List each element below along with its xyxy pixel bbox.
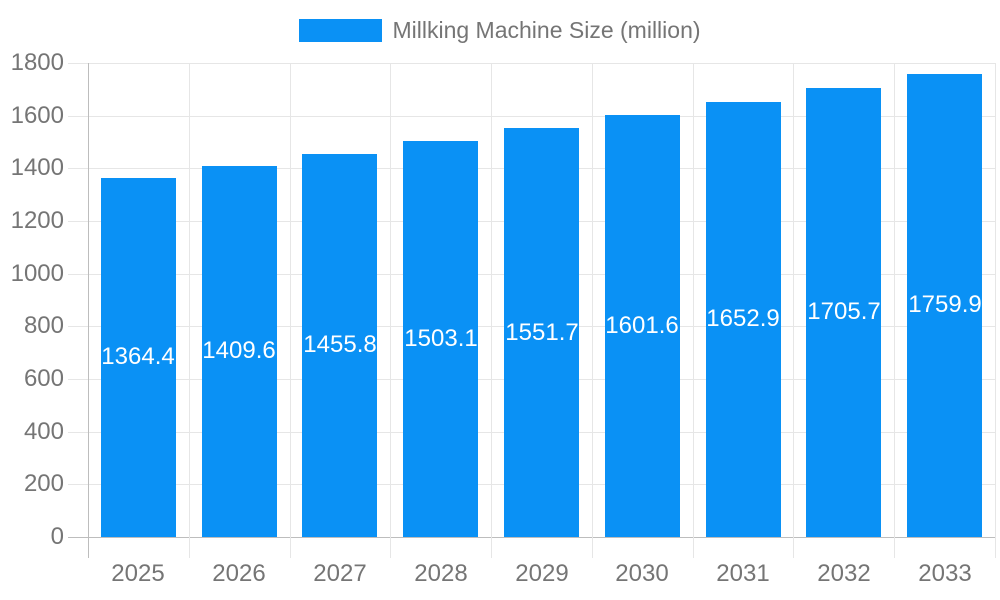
legend[interactable]: Millking Machine Size (million) xyxy=(0,17,1000,44)
bar-value-label: 1759.9 xyxy=(908,291,982,318)
bar-value-label: 1652.9 xyxy=(706,305,780,332)
y-tick-label: 1200 xyxy=(10,207,64,234)
x-tick-label: 2031 xyxy=(716,560,770,587)
bar-2031 xyxy=(706,102,781,537)
bar-2029 xyxy=(504,128,579,537)
bar-2028 xyxy=(403,141,478,537)
bar-2026 xyxy=(202,166,277,537)
grid-line-vertical xyxy=(592,63,593,558)
grid-line-vertical xyxy=(390,63,391,558)
grid-line-horizontal xyxy=(68,63,995,64)
y-tick-label: 1000 xyxy=(10,260,64,287)
y-tick-label: 1400 xyxy=(10,154,64,181)
legend-label[interactable]: Millking Machine Size (million) xyxy=(392,17,701,43)
x-tick-label: 2025 xyxy=(111,560,165,587)
x-tick-label: 2030 xyxy=(615,560,669,587)
bar-2027 xyxy=(302,154,377,537)
grid-line-vertical xyxy=(290,63,291,558)
y-tick-label: 600 xyxy=(23,365,64,392)
y-tick-label: 0 xyxy=(50,523,64,550)
x-tick-label: 2033 xyxy=(918,560,972,587)
legend-swatch[interactable] xyxy=(299,19,383,42)
grid-line-vertical xyxy=(894,63,895,558)
bar-2033 xyxy=(907,74,982,537)
y-tick-label: 400 xyxy=(23,418,64,445)
bar-value-label: 1705.7 xyxy=(807,298,881,325)
y-tick-label: 800 xyxy=(23,312,64,339)
grid-line-vertical xyxy=(189,63,190,558)
bar-2032 xyxy=(806,88,881,537)
x-tick-label: 2032 xyxy=(817,560,871,587)
grid-line-vertical xyxy=(793,63,794,558)
x-tick-label: 2028 xyxy=(414,560,468,587)
bar-2025 xyxy=(101,178,176,537)
bar-value-label: 1503.1 xyxy=(404,325,478,352)
bar-value-label: 1455.8 xyxy=(303,331,377,358)
y-tick-label: 1600 xyxy=(10,102,64,129)
x-tick-label: 2029 xyxy=(515,560,569,587)
x-tick-label: 2027 xyxy=(313,560,367,587)
x-axis-line xyxy=(68,537,995,538)
grid-line-vertical xyxy=(995,63,996,558)
bar-value-label: 1364.4 xyxy=(101,343,175,370)
x-tick-label: 2026 xyxy=(212,560,266,587)
bar-2030 xyxy=(605,115,680,537)
grid-line-vertical xyxy=(693,63,694,558)
bar-value-label: 1409.6 xyxy=(202,337,276,364)
grid-line-horizontal xyxy=(68,116,995,117)
y-tick-label: 1800 xyxy=(10,49,64,76)
y-axis-line xyxy=(88,63,89,558)
grid-line-vertical xyxy=(491,63,492,558)
bar-value-label: 1601.6 xyxy=(605,312,679,339)
y-tick-label: 200 xyxy=(23,470,64,497)
bar-value-label: 1551.7 xyxy=(505,319,579,346)
